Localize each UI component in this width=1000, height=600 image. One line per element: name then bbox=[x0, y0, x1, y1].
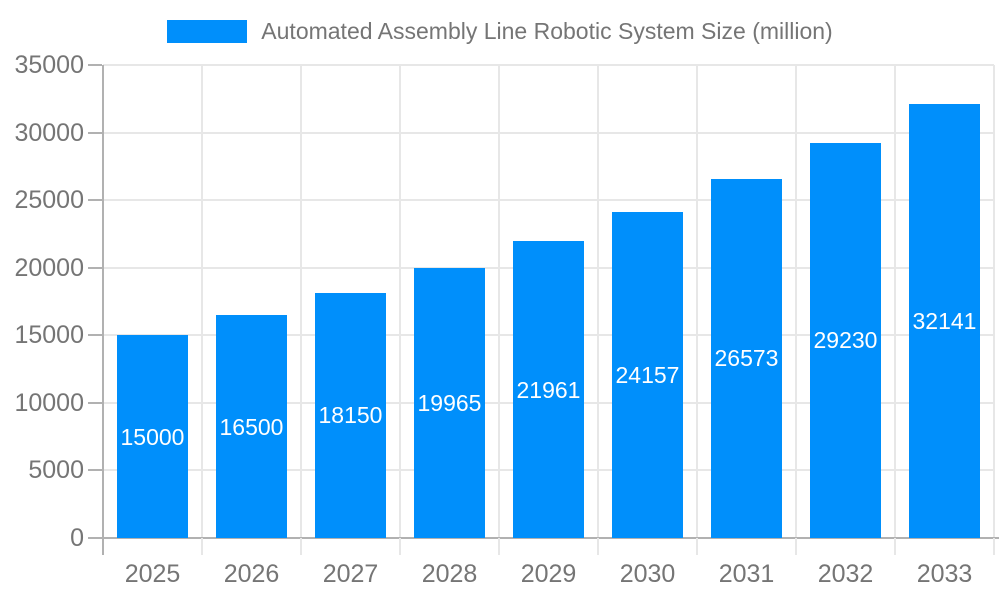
x-axis-label: 2033 bbox=[916, 560, 973, 588]
y-axis-label: 35000 bbox=[14, 51, 84, 79]
x-gridline bbox=[993, 65, 995, 538]
y-axis-tick bbox=[88, 199, 102, 202]
x-axis-label: 2028 bbox=[421, 560, 478, 588]
bar-value-label: 29230 bbox=[813, 327, 878, 354]
bar-value-label: 18150 bbox=[318, 402, 383, 429]
bar[interactable] bbox=[909, 103, 980, 538]
x-gridline bbox=[300, 65, 302, 538]
y-axis-tick bbox=[88, 401, 102, 404]
y-axis-tick bbox=[88, 131, 102, 134]
y-axis-tick bbox=[88, 266, 102, 269]
y-axis-tick bbox=[88, 334, 102, 337]
y-gridline bbox=[103, 131, 994, 134]
bar[interactable] bbox=[810, 142, 881, 538]
x-axis-label: 2025 bbox=[124, 560, 181, 588]
x-gridline bbox=[201, 65, 203, 538]
bar-value-label: 21961 bbox=[516, 376, 581, 403]
bar[interactable] bbox=[117, 335, 188, 538]
x-axis-tick bbox=[993, 538, 995, 555]
bar[interactable] bbox=[315, 292, 386, 538]
x-axis-tick bbox=[795, 538, 797, 555]
x-axis-label: 2031 bbox=[718, 560, 775, 588]
bar-value-label: 24157 bbox=[615, 361, 680, 388]
x-axis-tick bbox=[894, 538, 896, 555]
bar[interactable] bbox=[612, 211, 683, 538]
bar[interactable] bbox=[414, 268, 485, 538]
y-axis-label: 10000 bbox=[14, 388, 84, 417]
legend-swatch bbox=[167, 19, 248, 43]
y-gridline bbox=[103, 64, 994, 66]
x-axis-label: 2030 bbox=[619, 560, 676, 588]
x-gridline bbox=[696, 65, 698, 538]
y-axis-line bbox=[102, 65, 104, 555]
x-axis-line bbox=[102, 537, 999, 539]
legend-label: Automated Assembly Line Robotic System S… bbox=[261, 17, 833, 44]
x-axis-tick bbox=[201, 538, 203, 555]
x-axis-tick bbox=[498, 538, 500, 555]
y-axis-tick bbox=[88, 64, 102, 66]
x-axis-label: 2032 bbox=[817, 560, 874, 588]
x-gridline bbox=[399, 65, 401, 538]
x-axis-tick bbox=[300, 538, 302, 555]
y-axis-label: 25000 bbox=[14, 186, 84, 215]
x-axis-tick bbox=[597, 538, 599, 555]
y-axis-tick bbox=[88, 469, 102, 472]
x-axis-label: 2027 bbox=[322, 560, 379, 588]
x-axis-label: 2029 bbox=[520, 560, 577, 588]
x-axis-tick bbox=[399, 538, 401, 555]
legend-item[interactable]: Automated Assembly Line Robotic System S… bbox=[0, 14, 1000, 48]
x-axis-label: 2026 bbox=[223, 560, 280, 588]
x-gridline bbox=[795, 65, 797, 538]
bar[interactable] bbox=[216, 315, 287, 538]
x-gridline bbox=[894, 65, 896, 538]
x-gridline bbox=[597, 65, 599, 538]
y-axis-label: 15000 bbox=[14, 321, 84, 350]
y-axis-tick bbox=[88, 537, 102, 539]
y-axis-label: 0 bbox=[70, 524, 84, 552]
y-axis-label: 5000 bbox=[28, 456, 84, 485]
x-axis-tick bbox=[696, 538, 698, 555]
bar-value-label: 15000 bbox=[120, 423, 185, 450]
bar-value-label: 19965 bbox=[417, 390, 482, 417]
y-gridline bbox=[103, 199, 994, 202]
bar-value-label: 16500 bbox=[219, 413, 284, 440]
bar-value-label: 32141 bbox=[912, 307, 977, 334]
bar-value-label: 26573 bbox=[714, 345, 779, 372]
bar[interactable] bbox=[513, 241, 584, 538]
x-gridline bbox=[498, 65, 500, 538]
y-axis-label: 30000 bbox=[14, 118, 84, 147]
y-axis-label: 20000 bbox=[14, 253, 84, 282]
bar[interactable] bbox=[711, 178, 782, 538]
